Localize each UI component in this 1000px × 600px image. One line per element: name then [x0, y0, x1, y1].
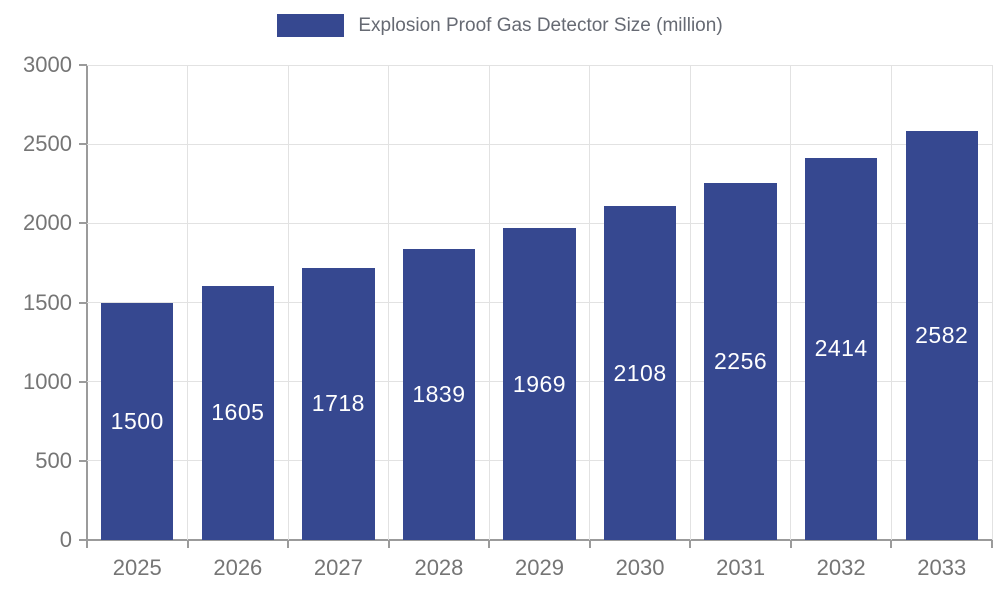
x-tick-label-2025: 2025: [112, 555, 162, 580]
bar-value-label: 2414: [814, 335, 868, 362]
y-tick-mark: [79, 143, 87, 146]
v-gridline: [187, 65, 189, 540]
x-tick-mark: [488, 540, 491, 548]
x-tick-label-2032: 2032: [816, 555, 866, 580]
bar-2032[interactable]: 2414: [804, 157, 878, 540]
v-gridline: [790, 65, 792, 540]
h-gridline: [87, 143, 992, 145]
x-tick-label-2027: 2027: [313, 555, 363, 580]
x-tick-mark: [689, 540, 692, 548]
bar-2030[interactable]: 2108: [603, 206, 677, 540]
x-tick-label-2031: 2031: [716, 555, 766, 580]
bar-2029[interactable]: 1969: [503, 228, 576, 540]
x-tick-label-2033: 2033: [917, 555, 967, 580]
bar-value-label: 1500: [110, 407, 164, 434]
bar-value-label: 1718: [311, 390, 365, 417]
bar-2028[interactable]: 1839: [402, 248, 476, 540]
y-tick-label: 2500: [23, 131, 72, 157]
x-tick-label-2026: 2026: [213, 555, 263, 580]
bar-value-label: 1839: [412, 380, 466, 407]
x-tick-mark: [789, 540, 792, 548]
v-gridline: [287, 65, 289, 540]
chart-legend[interactable]: Explosion Proof Gas Detector Size (milli…: [0, 14, 1000, 37]
y-tick-label: 1500: [23, 289, 72, 315]
v-gridline: [388, 65, 390, 540]
bar-value-label: 2108: [613, 359, 667, 386]
h-gridline: [87, 222, 992, 224]
bar-value-label: 1605: [211, 399, 265, 426]
plot-area: 1500 1605 1718 1839 1969 2108 2256 2414 2582: [79, 64, 993, 541]
x-tick-mark: [387, 540, 390, 548]
x-tick-mark: [588, 540, 591, 548]
legend-label: Explosion Proof Gas Detector Size (milli…: [358, 14, 723, 36]
x-tick-label-2028: 2028: [414, 555, 464, 580]
y-tick-mark: [79, 64, 87, 66]
x-tick-mark: [86, 540, 88, 548]
x-tick-mark: [186, 540, 189, 548]
bar-2033[interactable]: 2582: [905, 131, 978, 540]
x-tick-label-2030: 2030: [615, 555, 665, 580]
x-axis-line: [79, 539, 992, 541]
h-gridline: [87, 64, 992, 66]
x-tick-mark: [890, 540, 893, 548]
bar-2026[interactable]: 1605: [201, 285, 275, 540]
x-tick-mark: [287, 540, 290, 548]
v-gridline: [589, 65, 591, 540]
x-tick-label-2029: 2029: [515, 555, 564, 580]
x-tick-mark: [991, 540, 993, 548]
bar-2031[interactable]: 2256: [704, 182, 777, 540]
y-tick-label: 2000: [23, 210, 72, 236]
y-tick-label: 3000: [23, 52, 72, 77]
bar-value-label: 1969: [512, 370, 567, 397]
v-gridline: [488, 65, 490, 540]
bar-2027[interactable]: 1718: [302, 267, 375, 540]
legend-swatch-icon: [277, 14, 345, 37]
v-gridline: [991, 65, 993, 540]
y-tick-label: 1000: [23, 368, 72, 394]
bar-value-label: 2582: [915, 322, 969, 349]
y-tick-mark: [79, 539, 87, 541]
y-tick-label: 0: [59, 527, 72, 552]
v-gridline: [689, 65, 691, 540]
y-tick-mark: [79, 459, 87, 462]
bar-value-label: 2256: [714, 347, 768, 374]
v-gridline: [890, 65, 892, 540]
y-tick-mark: [79, 380, 87, 383]
y-tick-label: 500: [35, 447, 72, 473]
y-tick-mark: [79, 222, 87, 225]
bar-2025[interactable]: 1500: [101, 302, 174, 540]
y-tick-mark: [79, 301, 87, 304]
